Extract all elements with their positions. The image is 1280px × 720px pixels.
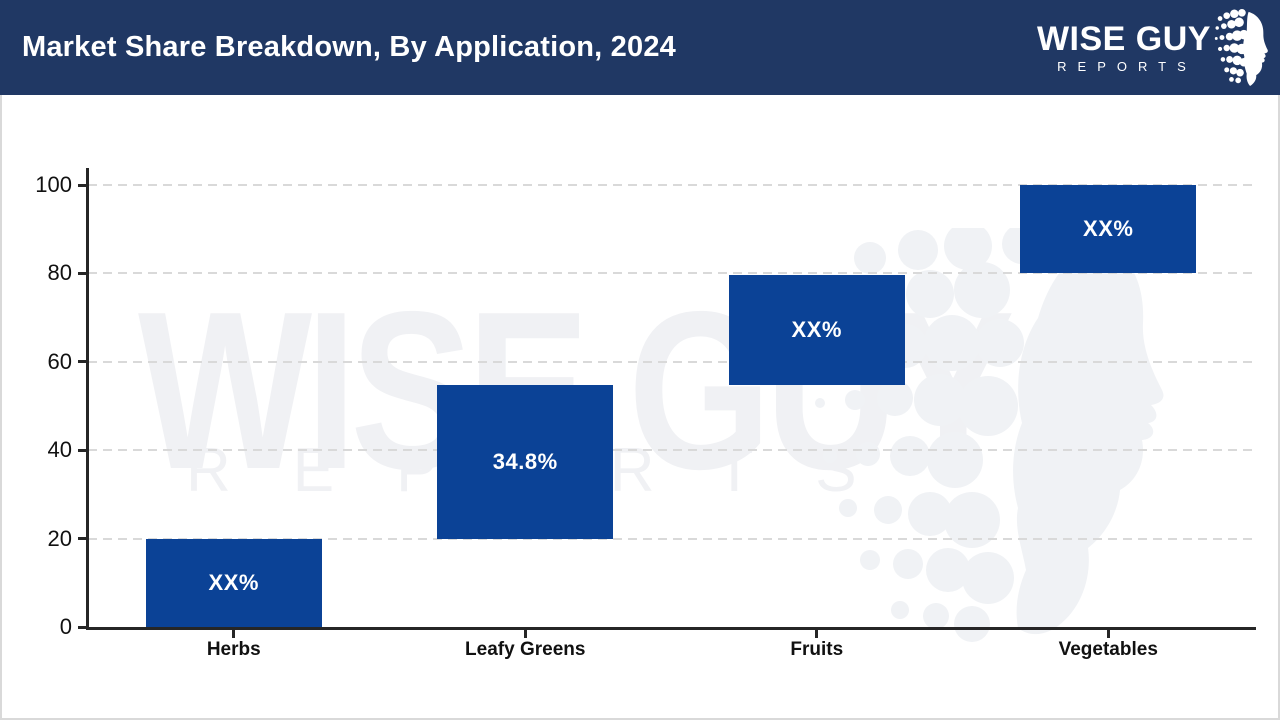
header-banner: Market Share Breakdown, By Application, … [0,0,1280,95]
brand-logo-text: WISE GUY REPORTS [1037,22,1211,74]
y-axis-tick-0 [78,625,86,629]
bar-vegetables: XX% [1020,185,1197,274]
x-axis-label-vegetables: Vegetables [1058,639,1158,660]
brand-wordmark: WISE GUY [1036,20,1211,58]
page-border-right [1278,95,1280,720]
gridline-40 [88,449,1254,452]
y-axis-line [86,168,89,630]
x-axis-label-herbs: Herbs [206,639,261,660]
brand-subtext: REPORTS [1057,59,1197,74]
y-axis-label-80: 80 [47,260,72,286]
x-axis-tick-leafy-greens [523,630,527,638]
y-axis-tick-60 [78,360,86,364]
gridline-60 [88,360,1254,363]
y-axis-label-40: 40 [47,437,72,463]
gridline-20 [88,537,1254,540]
page-title: Market Share Breakdown, By Application, … [22,31,676,63]
x-axis-label-leafy-greens: Leafy Greens [465,639,586,660]
bar-value-label-herbs: XX% [208,569,259,595]
bar-fruits: XX% [728,275,905,385]
bar-value-label-vegetables: XX% [1083,216,1134,242]
y-axis-tick-40 [78,448,86,452]
bar-herbs: XX% [145,538,322,627]
y-axis-label-100: 100 [35,172,72,197]
gridline-80 [88,272,1254,275]
brand-logo: WISE GUY REPORTS [1037,4,1270,92]
x-axis-tick-fruits [815,630,819,638]
x-axis-line [86,627,1256,630]
brand-head-icon [1214,9,1268,87]
y-axis-label-0: 0 [59,614,72,639]
bar-leafy-greens: 34.8% [437,384,614,539]
y-axis-label-20: 20 [47,525,72,551]
y-axis-tick-100 [78,183,86,187]
page-border-bottom [0,718,1280,720]
y-axis-tick-80 [78,271,86,275]
x-axis-tick-herbs [232,630,236,638]
x-axis-label-fruits: Fruits [790,639,844,660]
y-axis-label-60: 60 [47,348,72,374]
bar-value-label-fruits: XX% [791,316,842,342]
x-axis-tick-vegetables [1106,630,1110,638]
page-border-left [0,95,2,720]
y-axis-tick-20 [78,537,86,541]
gridline-100 [88,184,1254,186]
bar-value-label-leafy-greens: 34.8% [492,448,558,474]
